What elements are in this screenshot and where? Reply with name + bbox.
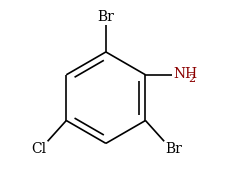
Text: Br: Br	[165, 142, 182, 156]
Text: Br: Br	[98, 10, 114, 24]
Text: Cl: Cl	[31, 142, 47, 156]
Text: NH: NH	[173, 67, 198, 81]
Text: 2: 2	[188, 73, 196, 84]
